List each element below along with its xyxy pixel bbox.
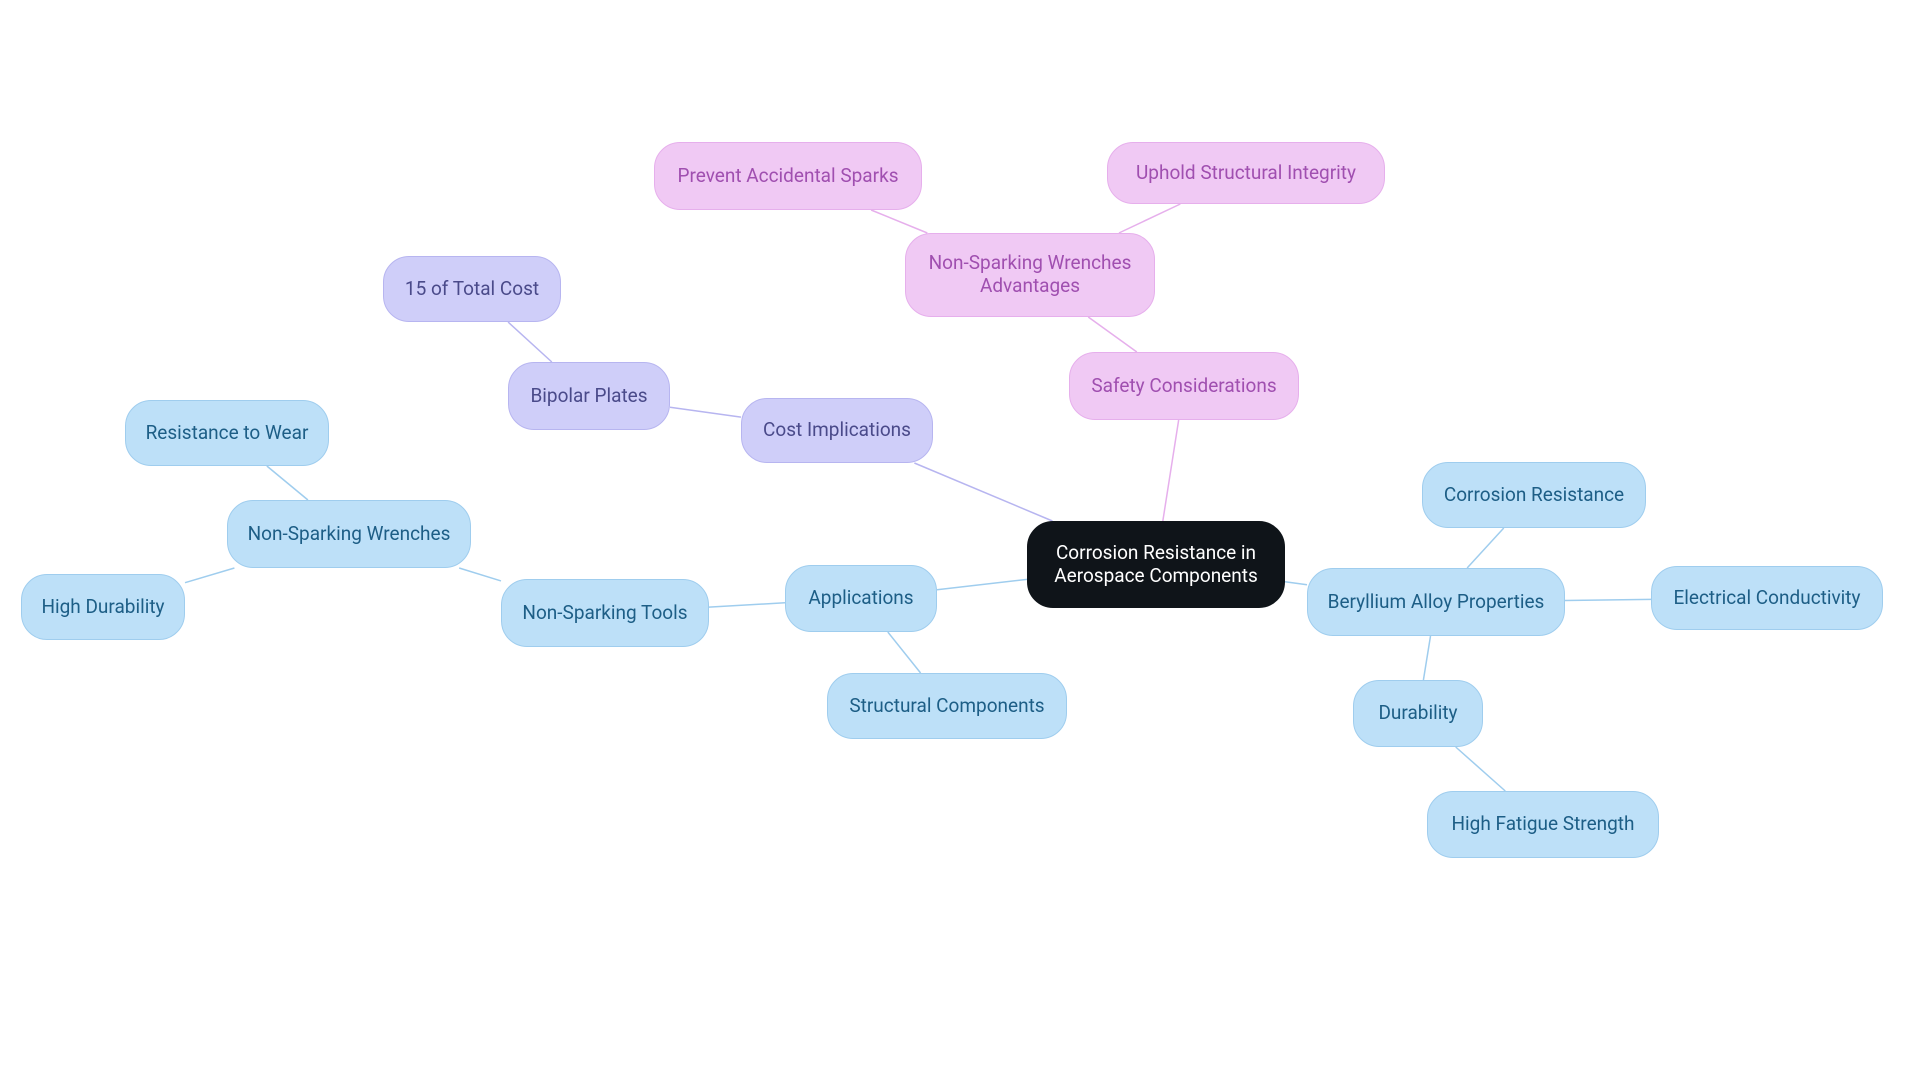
node-label: Cost Implications	[763, 419, 911, 442]
node-advantages: Non-Sparking Wrenches Advantages	[905, 233, 1155, 317]
edge-beryllium-corrosion	[1467, 528, 1504, 568]
edge-wrenches-high_durability	[185, 568, 234, 583]
edge-bipolar-fifteen	[508, 322, 552, 362]
node-corrosion: Corrosion Resistance	[1422, 462, 1646, 528]
node-label: Corrosion Resistance	[1444, 484, 1624, 507]
node-high_durability: High Durability	[21, 574, 185, 640]
node-label: Beryllium Alloy Properties	[1328, 591, 1545, 614]
edge-tools-wrenches	[459, 568, 501, 581]
node-applications: Applications	[785, 565, 937, 632]
node-label: Applications	[808, 587, 913, 610]
node-prevent_sparks: Prevent Accidental Sparks	[654, 142, 922, 210]
node-label: Non-Sparking Tools	[522, 602, 687, 625]
node-label: Durability	[1378, 702, 1457, 725]
edge-beryllium-durability	[1423, 636, 1430, 680]
edge-beryllium-electrical	[1565, 599, 1651, 600]
edge-cost-bipolar	[670, 407, 741, 417]
node-resist_wear: Resistance to Wear	[125, 400, 329, 466]
node-electrical: Electrical Conductivity	[1651, 566, 1883, 630]
edge-applications-structural	[888, 632, 921, 673]
edge-root-applications	[937, 579, 1027, 589]
node-cost: Cost Implications	[741, 398, 933, 463]
node-label: Prevent Accidental Sparks	[677, 165, 898, 188]
edge-root-safety	[1163, 420, 1179, 521]
edge-advantages-uphold	[1119, 204, 1180, 233]
edge-safety-advantages	[1088, 317, 1137, 352]
node-bipolar: Bipolar Plates	[508, 362, 670, 430]
node-label: 15 of Total Cost	[405, 278, 539, 301]
node-tools: Non-Sparking Tools	[501, 579, 709, 647]
node-label: Corrosion Resistance in Aerospace Compon…	[1054, 542, 1258, 588]
node-label: Safety Considerations	[1091, 375, 1276, 398]
node-durability: Durability	[1353, 680, 1483, 747]
node-beryllium: Beryllium Alloy Properties	[1307, 568, 1565, 636]
edge-wrenches-resist_wear	[267, 466, 308, 500]
edge-root-beryllium	[1285, 582, 1307, 585]
node-uphold: Uphold Structural Integrity	[1107, 142, 1385, 204]
node-label: Resistance to Wear	[146, 422, 309, 445]
node-fatigue: High Fatigue Strength	[1427, 791, 1659, 858]
edge-advantages-prevent_sparks	[871, 210, 927, 233]
node-label: Uphold Structural Integrity	[1136, 162, 1356, 185]
node-label: Non-Sparking Wrenches	[248, 523, 451, 546]
node-structural: Structural Components	[827, 673, 1067, 739]
node-label: Non-Sparking Wrenches Advantages	[929, 252, 1132, 298]
node-label: Electrical Conductivity	[1673, 587, 1860, 610]
edge-root-cost	[914, 463, 1052, 521]
node-fifteen: 15 of Total Cost	[383, 256, 561, 322]
node-wrenches: Non-Sparking Wrenches	[227, 500, 471, 568]
mindmap-canvas: Corrosion Resistance in Aerospace Compon…	[0, 0, 1920, 1083]
node-label: Structural Components	[849, 695, 1044, 718]
node-root: Corrosion Resistance in Aerospace Compon…	[1027, 521, 1285, 608]
edge-applications-tools	[709, 603, 785, 607]
node-safety: Safety Considerations	[1069, 352, 1299, 420]
edge-durability-fatigue	[1456, 747, 1506, 791]
node-label: High Durability	[41, 596, 164, 619]
node-label: High Fatigue Strength	[1452, 813, 1635, 836]
node-label: Bipolar Plates	[530, 385, 647, 408]
